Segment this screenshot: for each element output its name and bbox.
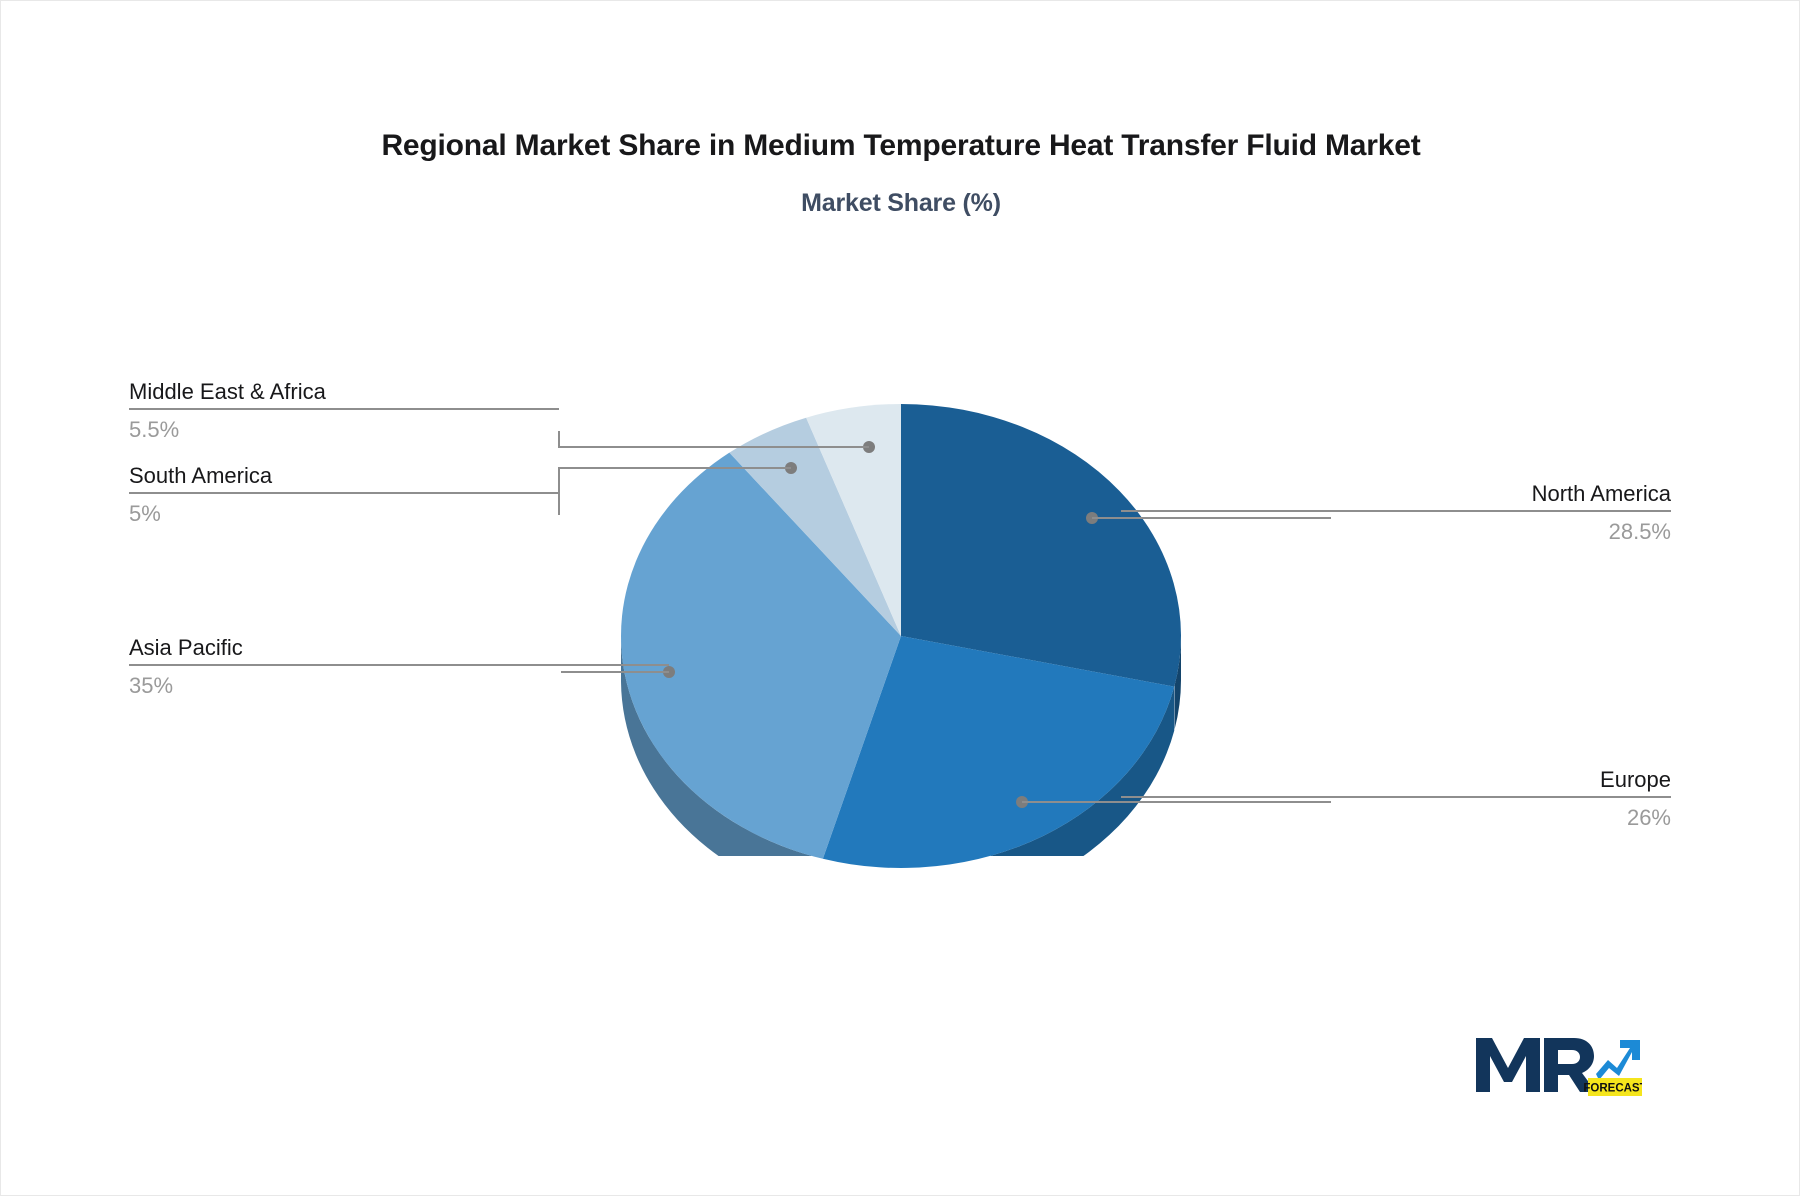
logo-badge-text: FORECAST — [1583, 1083, 1642, 1095]
callout-europe[interactable]: Europe 26% — [1121, 765, 1671, 834]
callout-value: 35% — [129, 673, 174, 698]
logo-letter-m — [1476, 1038, 1540, 1092]
callout-value: 28.5% — [1608, 519, 1671, 544]
logo-svg: FORECAST — [1476, 1038, 1642, 1096]
callout-middle-east-africa[interactable]: Middle East & Africa 5.5% — [129, 377, 559, 446]
pie-slice-north-america[interactable] — [901, 404, 1181, 687]
callout-label: Europe — [1600, 767, 1671, 792]
callout-value: 26% — [1626, 805, 1671, 830]
callout-label: Asia Pacific — [129, 635, 243, 660]
pie-chart — [577, 371, 1225, 961]
callout-underline — [129, 664, 669, 666]
pie-svg — [621, 404, 1181, 868]
callout-underline — [129, 492, 559, 494]
pie-slice-europe[interactable] — [822, 636, 1175, 868]
callout-asia-pacific[interactable]: Asia Pacific 35% — [129, 633, 669, 702]
pie-slice-middle-east-africa[interactable] — [806, 404, 901, 636]
logo-arrow-icon — [1596, 1040, 1640, 1080]
page-title: Regional Market Share in Medium Temperat… — [381, 129, 1421, 162]
mr-forecast-logo[interactable]: FORECAST — [1470, 1030, 1642, 1110]
callout-value: 5.5% — [129, 417, 180, 442]
pie-depth-asia-pacific — [621, 637, 813, 856]
callout-value: 5% — [129, 501, 161, 526]
callout-label: Middle East & Africa — [129, 379, 326, 404]
pie-slice-asia-pacific[interactable] — [621, 452, 901, 859]
callout-underline — [129, 408, 559, 410]
pie-depth-north-america — [1174, 636, 1181, 730]
logo-letter-r — [1544, 1038, 1596, 1092]
callout-underline — [1121, 510, 1671, 512]
pie-slices — [621, 404, 1181, 868]
callout-label: South America — [129, 463, 273, 488]
chart-subtitle: Market Share (%) — [801, 189, 1001, 217]
callout-south-america[interactable]: South America 5% — [129, 461, 559, 530]
pie-depth-europe — [989, 686, 1175, 856]
pie-depth — [621, 636, 1181, 856]
logo-badge-bg — [1588, 1078, 1642, 1096]
callout-underline — [1121, 796, 1671, 798]
callout-north-america[interactable]: North America 28.5% — [1121, 479, 1671, 548]
callout-label: North America — [1531, 481, 1671, 506]
